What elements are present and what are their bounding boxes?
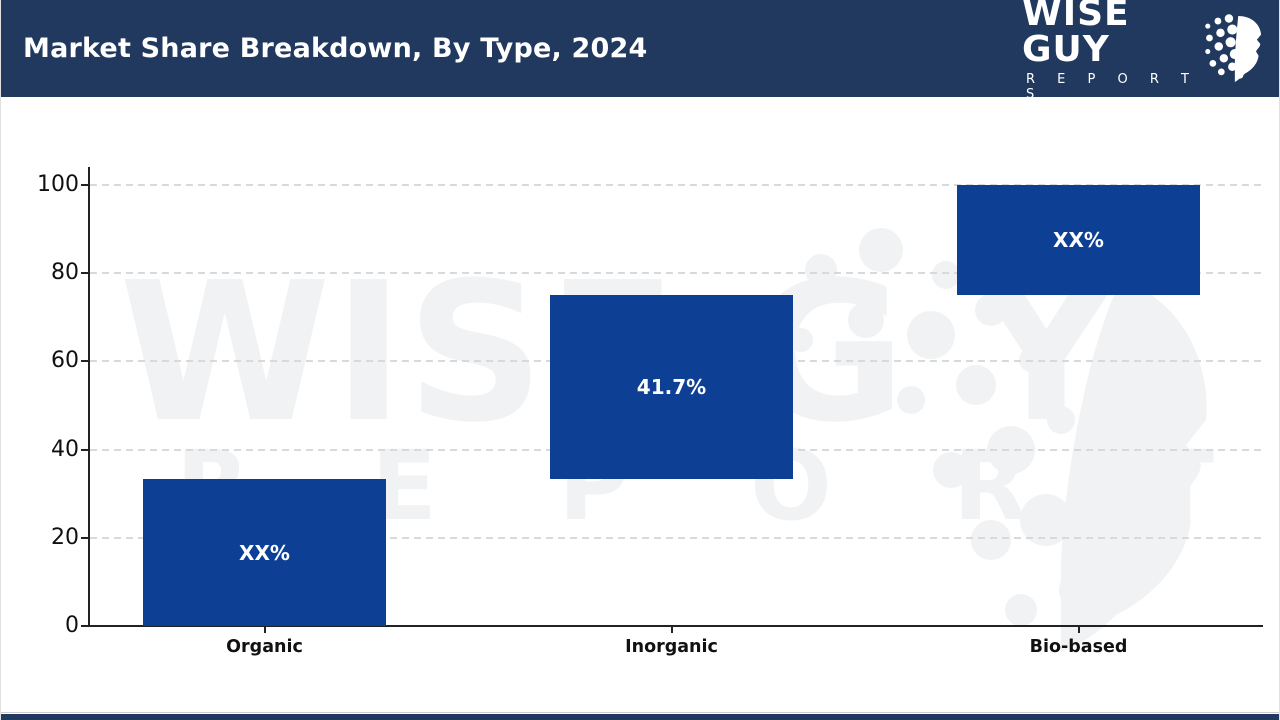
market-share-bar: XX% [957,185,1200,296]
header-bar: Market Share Breakdown, By Type, 2024 WI… [1,0,1279,102]
y-tick-mark [81,184,89,186]
bar-value-label: XX% [1053,228,1104,253]
y-tick-mark [81,449,89,451]
y-gridline [90,537,1263,539]
logo-subtitle: R E P O R T S [1026,72,1198,102]
y-tick-label: 40 [51,437,79,462]
chart-title: Market Share Breakdown, By Type, 2024 [23,33,648,64]
y-tick-label: 60 [51,348,79,373]
x-tick-mark [670,627,673,633]
bar-value-label: XX% [239,540,290,565]
x-category-label: Bio-based [1029,637,1128,657]
y-tick-mark [81,537,89,539]
logo-wordmark: WISE GUY [1022,0,1130,70]
x-category-label: Organic [226,637,303,657]
market-share-bar: XX% [143,479,386,626]
bar-value-label: 41.7% [636,375,707,400]
x-category-label: Inorganic [625,637,718,657]
footer-divider [1,712,1279,713]
wiseguy-logo: WISE GUY R E P O R T S [1022,0,1267,102]
x-tick-mark [1077,627,1080,633]
y-tick-mark [81,272,89,274]
logo-face-icon [1205,14,1262,83]
y-gridline [90,184,1263,186]
y-tick-mark [81,360,89,362]
y-tick-label: 100 [37,172,79,197]
logo-text: WISE GUY R E P O R T S [1022,0,1199,102]
y-axis-line [88,167,90,626]
y-tick-label: 20 [51,525,79,550]
watermark-face-dots-icon [789,228,1207,652]
y-tick-mark [81,625,89,627]
x-axis-line [88,625,1263,627]
market-share-bar: 41.7% [550,295,793,480]
y-tick-label: 0 [65,613,79,638]
footer-accent-bar [1,714,1279,720]
x-tick-mark [263,627,266,633]
y-gridline [90,272,1263,274]
y-tick-label: 80 [51,260,79,285]
